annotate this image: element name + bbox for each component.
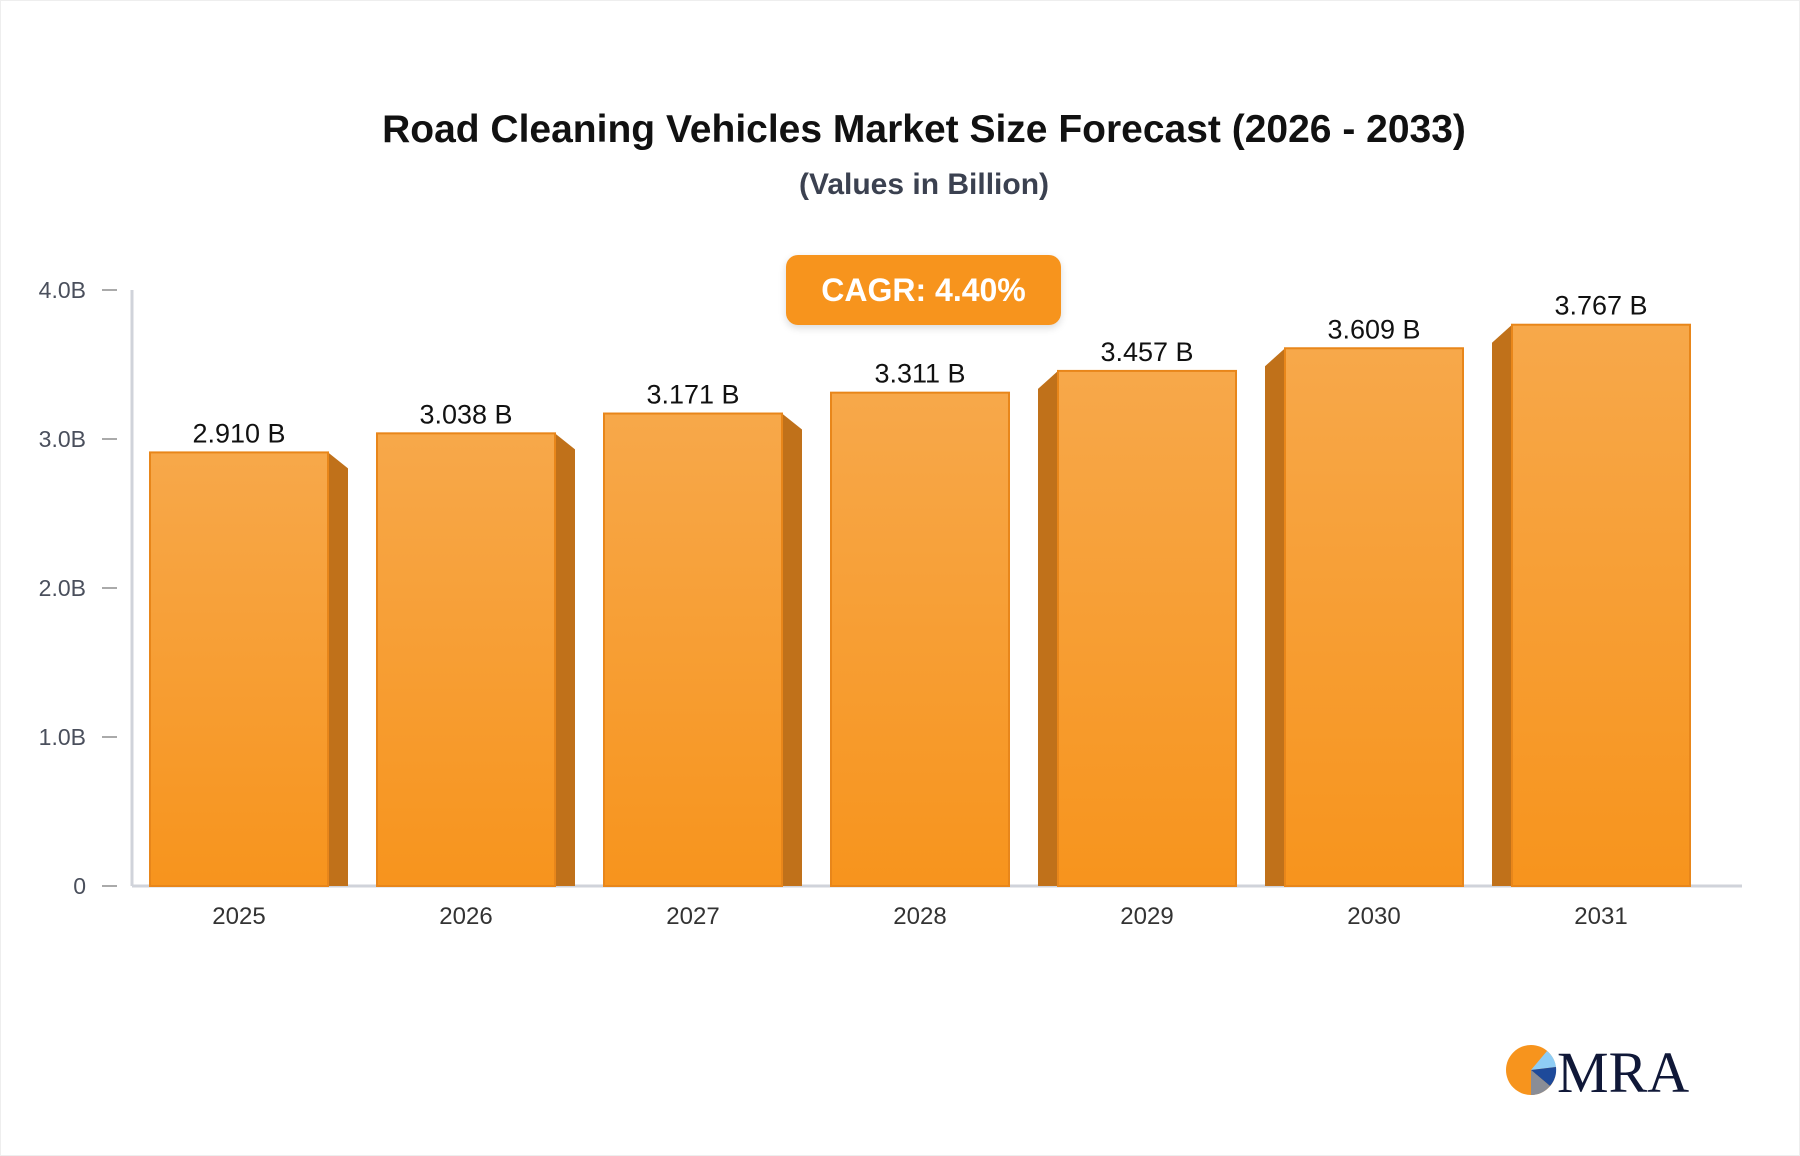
y-tick-label: 0 [73, 873, 86, 899]
bar-side [328, 452, 348, 886]
data-label: 3.767 B [1554, 291, 1647, 321]
bar-side [1492, 324, 1512, 886]
y-tick-label: 4.0B [39, 277, 86, 303]
data-label: 3.171 B [646, 380, 739, 410]
y-tick-label: 2.0B [39, 575, 86, 601]
y-tick-label: 3.0B [39, 426, 86, 452]
chart-subtitle: (Values in Billion) [798, 168, 1050, 201]
bar [1284, 347, 1464, 888]
cagr-badge: CAGR: 4.40% [786, 255, 1061, 325]
bar [603, 412, 783, 887]
x-tick-label: 2025 [212, 903, 265, 930]
x-tick-label: 2031 [1574, 903, 1627, 930]
y-tick-label: 1.0B [39, 724, 86, 750]
bar [1511, 323, 1691, 888]
data-label: 3.609 B [1327, 314, 1420, 344]
mra-logo: MRA [1506, 1040, 1689, 1100]
data-label: 3.457 B [1100, 337, 1193, 367]
bar [376, 432, 556, 887]
bar [1057, 369, 1237, 888]
bar-side [782, 413, 802, 886]
x-tick-label: 2026 [439, 903, 492, 930]
data-label: 3.311 B [874, 359, 965, 389]
chart-title: Road Cleaning Vehicles Market Size Forec… [382, 108, 1466, 151]
bar-side [1038, 370, 1058, 887]
data-label: 2.910 B [192, 418, 285, 448]
svg-text:MRA: MRA [1557, 1040, 1689, 1100]
bar [830, 391, 1010, 887]
x-tick-label: 2029 [1120, 903, 1173, 930]
x-tick-label: 2027 [666, 903, 719, 930]
data-label: 3.038 B [419, 399, 512, 429]
bar-side [1265, 348, 1285, 886]
bar-side [555, 433, 575, 886]
x-tick-label: 2030 [1347, 903, 1400, 930]
x-tick-label: 2028 [893, 903, 946, 930]
bar [149, 451, 329, 887]
